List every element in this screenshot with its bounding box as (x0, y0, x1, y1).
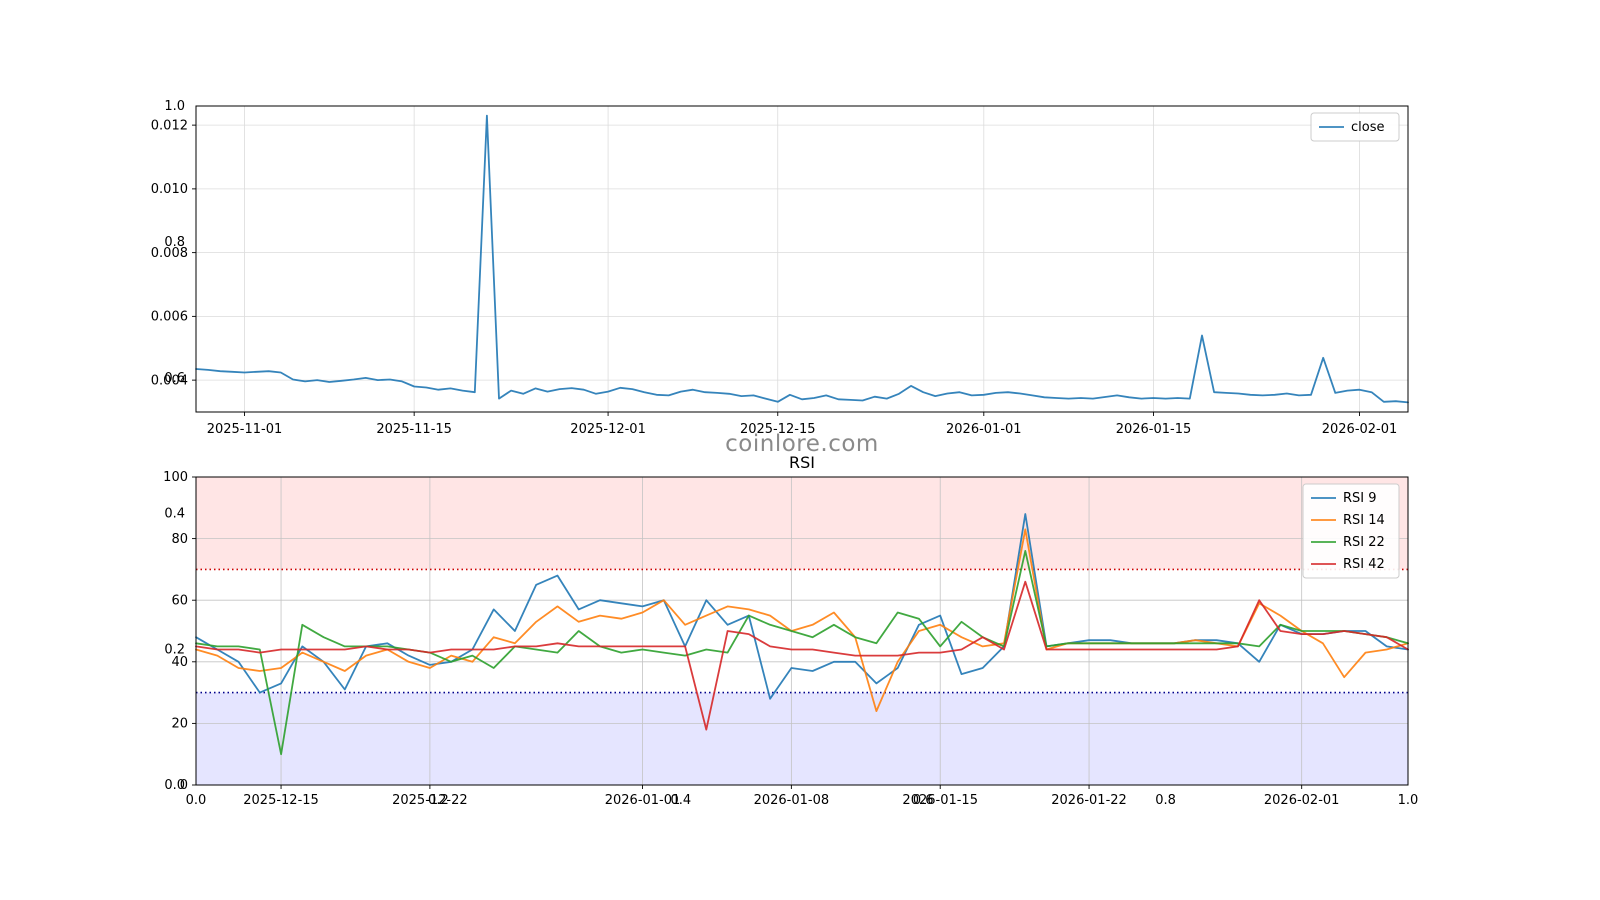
price-panel: 0.004 0.006 0.008 0.010 0.012 2025-11-01 2025-… (151, 105, 1409, 437)
x-tick-label: 2026-02-01 (1322, 422, 1398, 437)
x-tick-label: 2026-02-01 (1264, 793, 1340, 808)
rsi-panel: 0 20 40 60 80 100 2025-12-15 2025-12-22 2026-01-… (163, 470, 1409, 808)
watermark: coinlore.com (725, 431, 879, 457)
y-tick-label: 0.012 (151, 118, 188, 133)
x-tick-label: 2026-01-01 (605, 793, 681, 808)
ghost-x-tick-label: 0.4 (670, 793, 691, 808)
axes-border (195, 105, 1409, 413)
ghost-y-tick-label: 1.0 (164, 99, 185, 114)
legend-label-rsi-42: RSI 42 (1343, 557, 1385, 572)
price-legend: close (1310, 112, 1400, 142)
y-tick-label: 80 (171, 532, 188, 547)
legend-box (1302, 483, 1400, 579)
ghost-y-tick-label: 0.0 (164, 778, 185, 793)
x-tick-label: 2025-12-15 (243, 793, 319, 808)
x-tick-label: 2025-12-15 (740, 422, 816, 437)
x-tick-label: 2026-01-15 (1116, 422, 1192, 437)
legend-label-rsi-22: RSI 22 (1343, 535, 1385, 550)
legend-label-rsi-14: RSI 14 (1343, 513, 1385, 528)
oversold-band (196, 692, 1408, 785)
y-tick-label: 0 (180, 778, 188, 793)
x-tick-label: 2025-12-01 (570, 422, 646, 437)
x-tick-label: 2026-01-15 (902, 793, 978, 808)
ghost-y-tick-label: 0.2 (164, 642, 185, 657)
x-tick-label: 2025-11-01 (207, 422, 283, 437)
ghost-y-tick-label: 0.4 (164, 507, 185, 522)
rsi-42-line (195, 580, 1409, 731)
legend-label-rsi-9: RSI 9 (1343, 491, 1377, 506)
legend-box (1310, 112, 1400, 142)
y-tick-label: 0.010 (151, 182, 188, 197)
y-tick-label: 20 (171, 717, 188, 732)
rsi-14-line (195, 528, 1409, 712)
rsi-22-line (195, 550, 1409, 756)
x-tick-label: 2026-01-08 (754, 793, 830, 808)
y-tick-label: 0.006 (151, 310, 188, 325)
ghost-x-tick-label: 0.2 (428, 793, 449, 808)
x-tick-label: 2026-01-22 (1051, 793, 1127, 808)
x-tick-label: 2025-11-15 (376, 422, 452, 437)
rsi-panel-title: RSI (789, 453, 815, 472)
y-tick-label: 60 (171, 593, 188, 608)
y-tick-label: 40 (171, 655, 188, 670)
overbought-band (196, 477, 1408, 570)
ghost-y-tick-label: 0.8 (164, 235, 185, 250)
ghost-x-tick-label: 0.8 (1155, 793, 1176, 808)
close-line (195, 114, 1409, 404)
rsi-legend: RSI 9 RSI 14 RSI 22 RSI 42 (1302, 483, 1400, 579)
ghost-x-tick-label: 1.0 (1398, 793, 1419, 808)
ghost-x-tick-label: 0.0 (186, 793, 207, 808)
ghost-x-tick-label: 0.6 (913, 793, 934, 808)
y-tick-label: 100 (163, 470, 188, 485)
legend-label-close: close (1351, 120, 1384, 135)
ghost-axis-labels: 1.0 0.8 0.6 0.4 0.2 0.00.0 0.2 0.4 0.6 0.8 1.0 (164, 99, 1418, 808)
x-tick-label: 2025-12-22 (392, 793, 468, 808)
ghost-y-tick-label: 0.6 (164, 371, 185, 386)
x-tick-label: 2026-01-01 (946, 422, 1022, 437)
y-tick-label: 0.004 (151, 373, 188, 388)
axes-border (195, 476, 1409, 786)
y-tick-label: 0.008 (151, 246, 188, 261)
